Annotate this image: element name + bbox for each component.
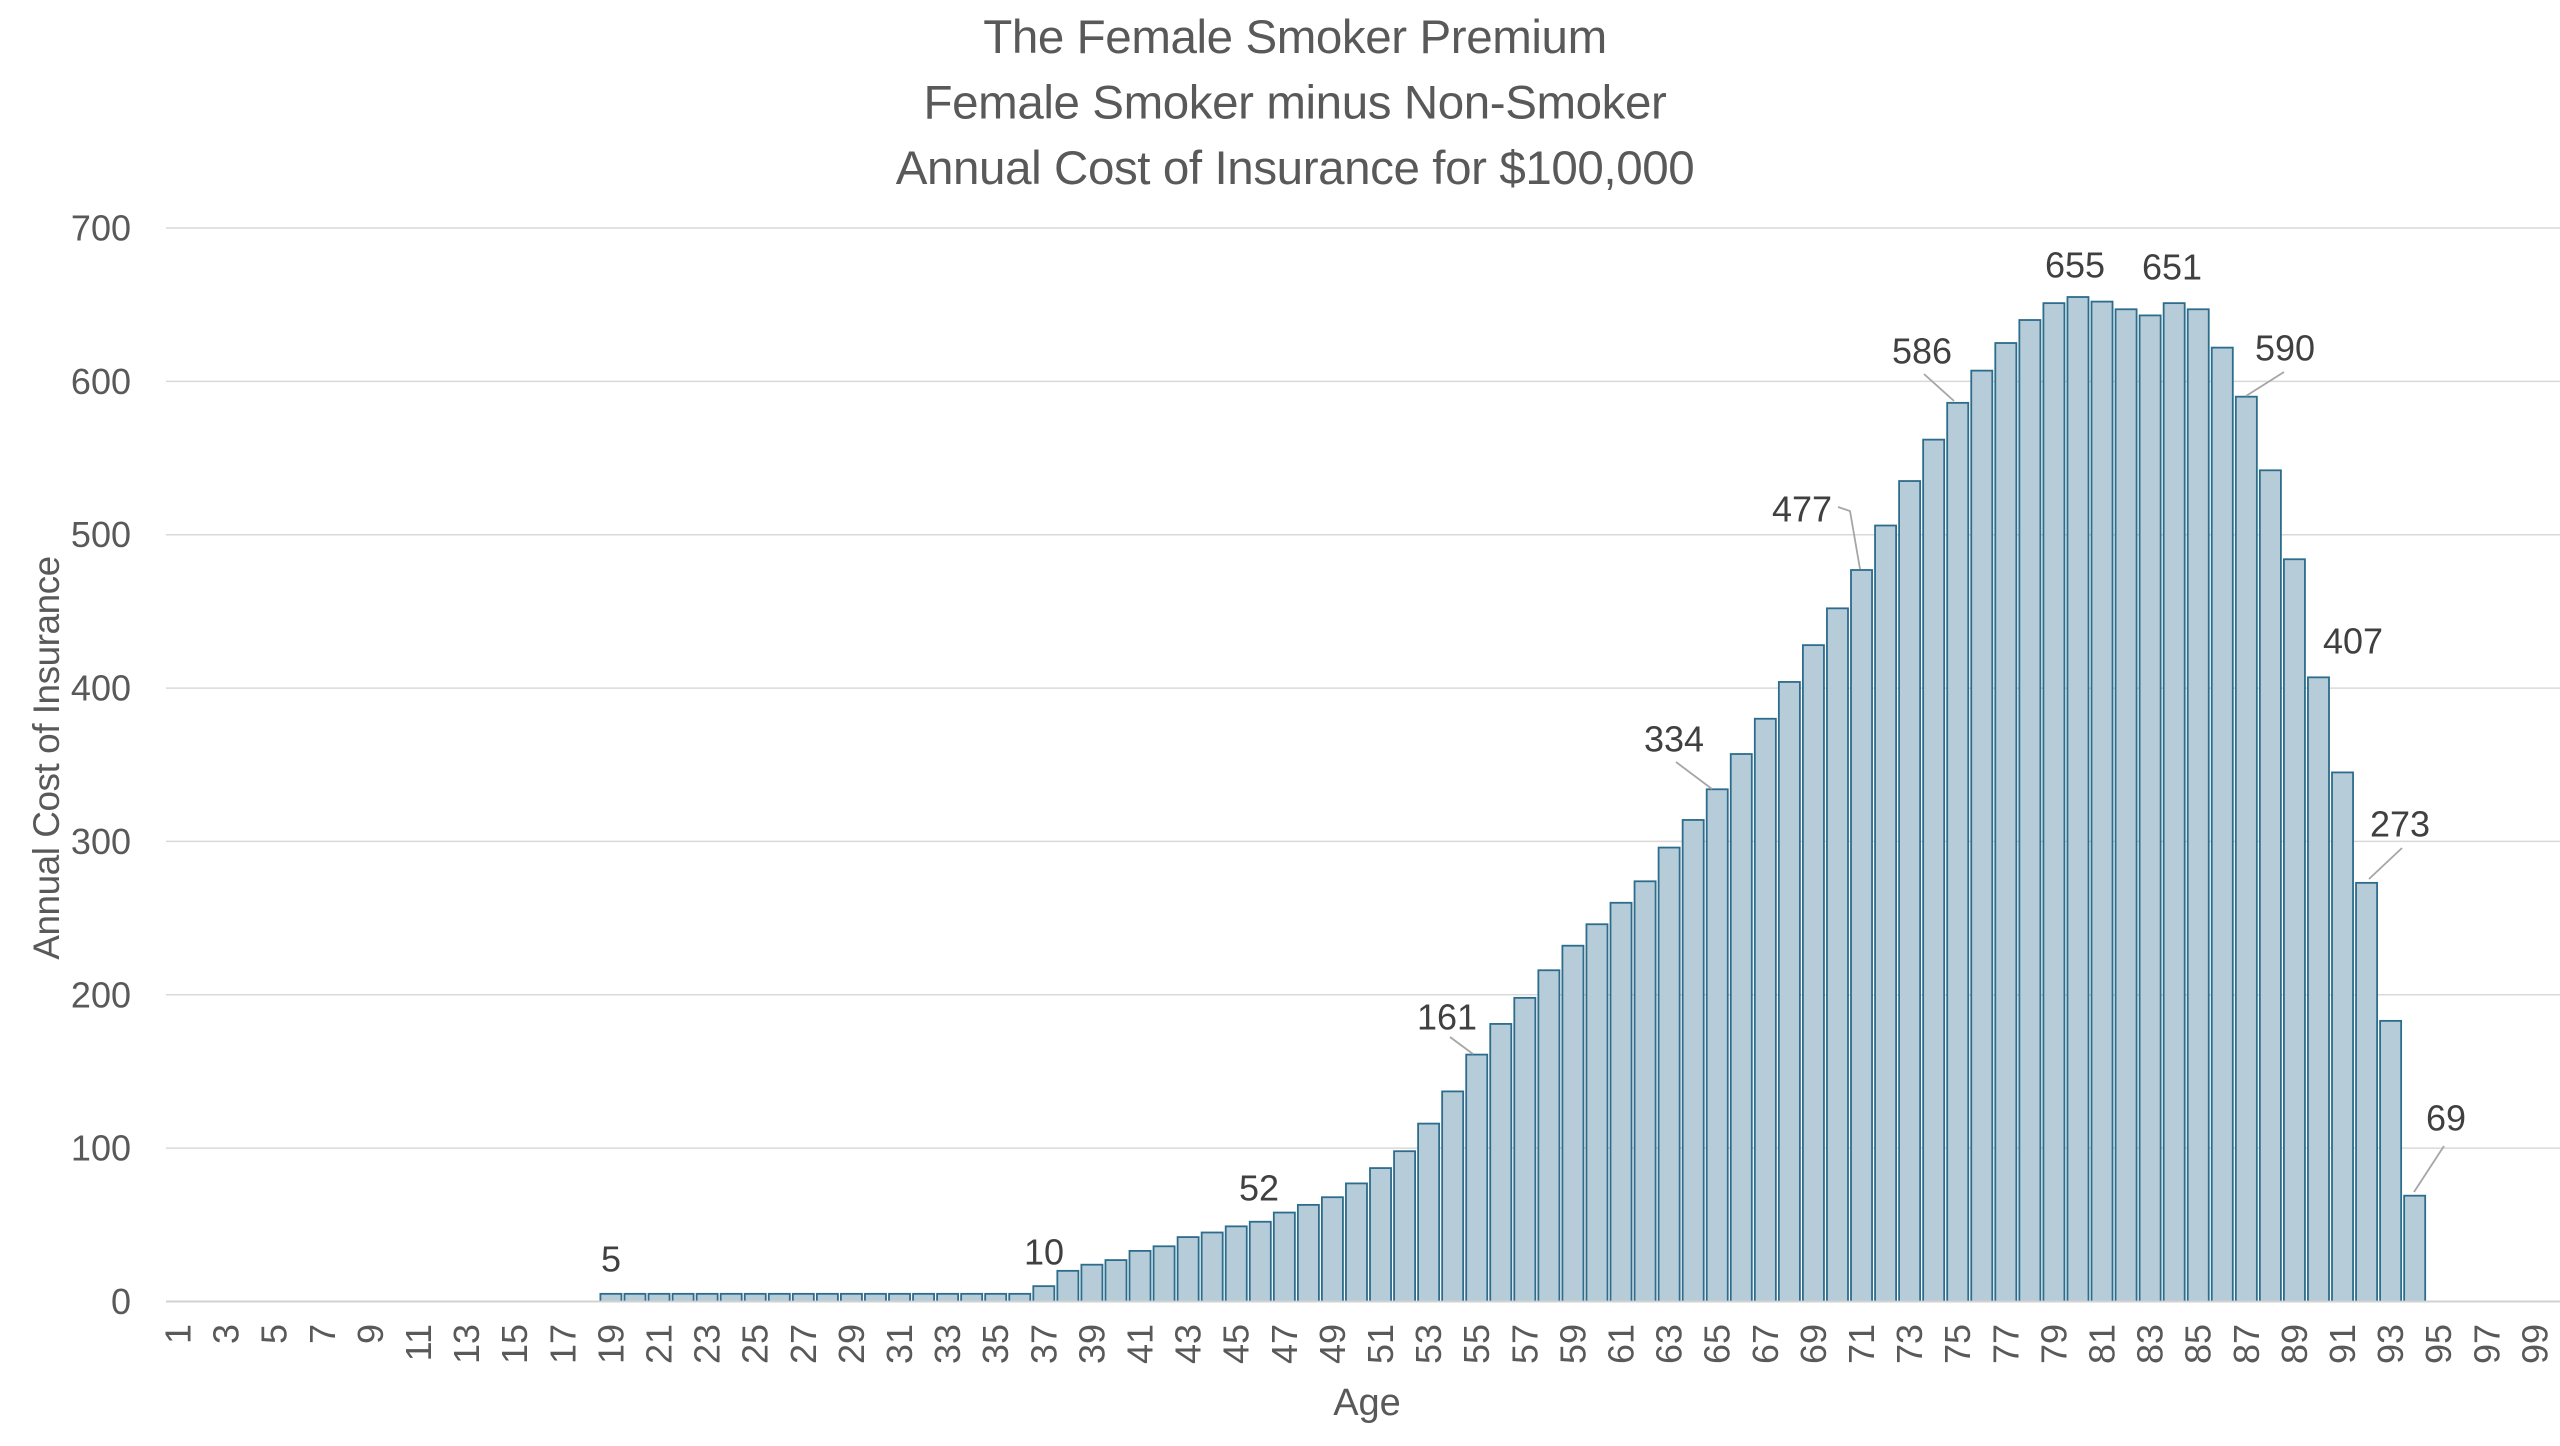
svg-text:21: 21 <box>639 1324 680 1364</box>
svg-text:77: 77 <box>1985 1324 2026 1364</box>
svg-text:The Female Smoker Premium: The Female Smoker Premium <box>983 11 1607 64</box>
svg-text:19: 19 <box>590 1324 631 1364</box>
svg-text:27: 27 <box>783 1324 824 1364</box>
svg-text:69: 69 <box>1793 1324 1834 1364</box>
svg-text:51: 51 <box>1360 1324 1401 1364</box>
svg-text:45: 45 <box>1216 1324 1257 1364</box>
svg-text:59: 59 <box>1552 1324 1593 1364</box>
svg-text:65: 65 <box>1697 1324 1738 1364</box>
svg-text:87: 87 <box>2226 1324 2267 1364</box>
svg-text:71: 71 <box>1841 1324 1882 1364</box>
svg-text:52: 52 <box>1239 1168 1279 1209</box>
svg-text:477: 477 <box>1772 489 1832 530</box>
svg-text:13: 13 <box>446 1324 487 1364</box>
svg-text:57: 57 <box>1504 1324 1545 1364</box>
svg-text:29: 29 <box>831 1324 872 1364</box>
svg-text:73: 73 <box>1889 1324 1930 1364</box>
svg-text:Annual Cost of Insurance: Annual Cost of Insurance <box>26 556 67 959</box>
svg-text:69: 69 <box>2426 1098 2466 1139</box>
svg-text:49: 49 <box>1312 1324 1353 1364</box>
svg-text:11: 11 <box>398 1324 439 1361</box>
svg-text:Female Smoker minus Non-Smoker: Female Smoker minus Non-Smoker <box>924 77 1668 130</box>
svg-text:200: 200 <box>71 974 131 1015</box>
svg-text:3: 3 <box>206 1324 247 1344</box>
svg-text:79: 79 <box>2033 1324 2074 1364</box>
svg-text:31: 31 <box>879 1324 920 1364</box>
svg-text:97: 97 <box>2466 1324 2507 1364</box>
svg-text:75: 75 <box>1937 1324 1978 1364</box>
svg-text:334: 334 <box>1644 719 1704 760</box>
svg-text:0: 0 <box>111 1281 131 1322</box>
svg-text:7: 7 <box>302 1324 343 1344</box>
svg-text:41: 41 <box>1120 1324 1161 1364</box>
svg-text:Annual Cost of Insurance for $: Annual Cost of Insurance for $100,000 <box>896 142 1695 195</box>
svg-text:99: 99 <box>2514 1324 2555 1364</box>
svg-text:43: 43 <box>1168 1324 1209 1364</box>
svg-text:55: 55 <box>1456 1324 1497 1364</box>
svg-text:300: 300 <box>71 821 131 862</box>
svg-text:33: 33 <box>927 1324 968 1364</box>
svg-text:1: 1 <box>158 1324 199 1344</box>
svg-text:590: 590 <box>2255 328 2315 369</box>
svg-text:15: 15 <box>494 1324 535 1364</box>
svg-text:25: 25 <box>735 1324 776 1364</box>
svg-text:63: 63 <box>1649 1324 1690 1364</box>
svg-text:600: 600 <box>71 361 131 402</box>
svg-text:67: 67 <box>1745 1324 1786 1364</box>
svg-text:5: 5 <box>601 1239 621 1280</box>
svg-text:91: 91 <box>2322 1324 2363 1364</box>
svg-text:85: 85 <box>2178 1324 2219 1364</box>
svg-text:17: 17 <box>542 1324 583 1364</box>
svg-text:100: 100 <box>71 1128 131 1169</box>
svg-text:53: 53 <box>1408 1324 1449 1364</box>
svg-text:651: 651 <box>2142 247 2202 288</box>
svg-text:61: 61 <box>1601 1324 1642 1364</box>
svg-text:95: 95 <box>2418 1324 2459 1364</box>
svg-text:Age: Age <box>1333 1382 1401 1424</box>
svg-text:93: 93 <box>2370 1324 2411 1364</box>
svg-text:500: 500 <box>71 514 131 555</box>
svg-text:10: 10 <box>1024 1232 1064 1273</box>
svg-text:83: 83 <box>2130 1324 2171 1364</box>
svg-text:5: 5 <box>254 1324 295 1344</box>
svg-text:23: 23 <box>687 1324 728 1364</box>
svg-text:273: 273 <box>2370 804 2430 845</box>
svg-text:400: 400 <box>71 668 131 709</box>
svg-text:39: 39 <box>1071 1324 1112 1364</box>
svg-text:81: 81 <box>2082 1324 2123 1364</box>
svg-text:35: 35 <box>975 1324 1016 1364</box>
svg-text:47: 47 <box>1264 1324 1305 1364</box>
svg-text:37: 37 <box>1023 1324 1064 1364</box>
svg-text:700: 700 <box>71 208 131 249</box>
svg-text:655: 655 <box>2045 245 2105 286</box>
svg-text:407: 407 <box>2323 621 2383 662</box>
svg-text:89: 89 <box>2274 1324 2315 1364</box>
svg-text:586: 586 <box>1892 331 1952 372</box>
svg-text:9: 9 <box>350 1324 391 1344</box>
svg-text:161: 161 <box>1417 997 1477 1038</box>
